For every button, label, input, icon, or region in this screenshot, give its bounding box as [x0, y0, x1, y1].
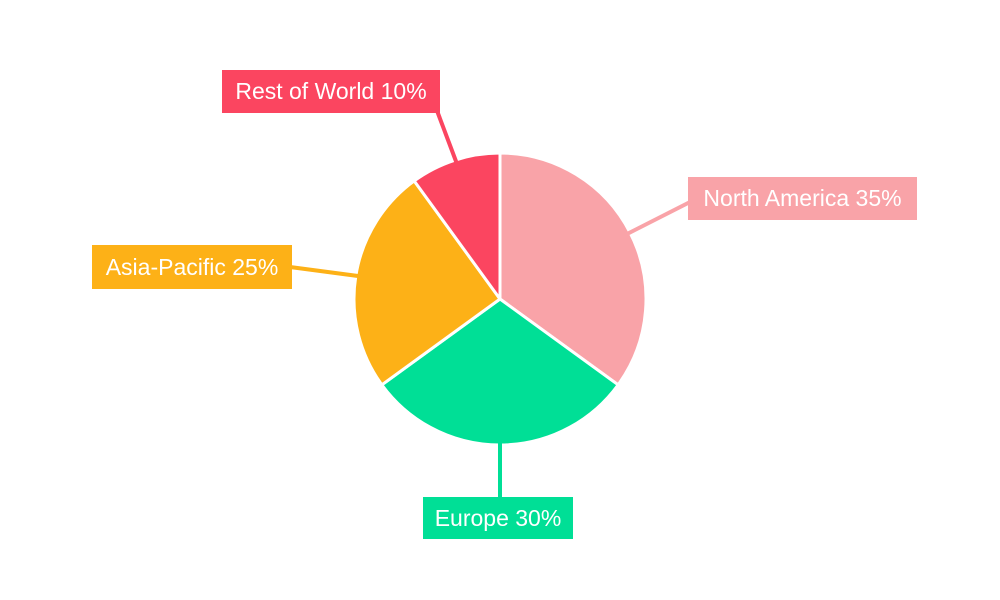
- callout-label-asia-pacific: Asia-Pacific 25%: [92, 245, 292, 289]
- leader-line-north-america: [626, 199, 693, 236]
- callout-label-rest-of-world: Rest of World 10%: [222, 70, 440, 113]
- callout-label-north-america: North America 35%: [688, 177, 917, 220]
- leader-line-asia-pacific: [289, 265, 359, 278]
- leader-line-rest-of-world: [434, 107, 459, 165]
- callout-label-europe: Europe 30%: [423, 497, 573, 539]
